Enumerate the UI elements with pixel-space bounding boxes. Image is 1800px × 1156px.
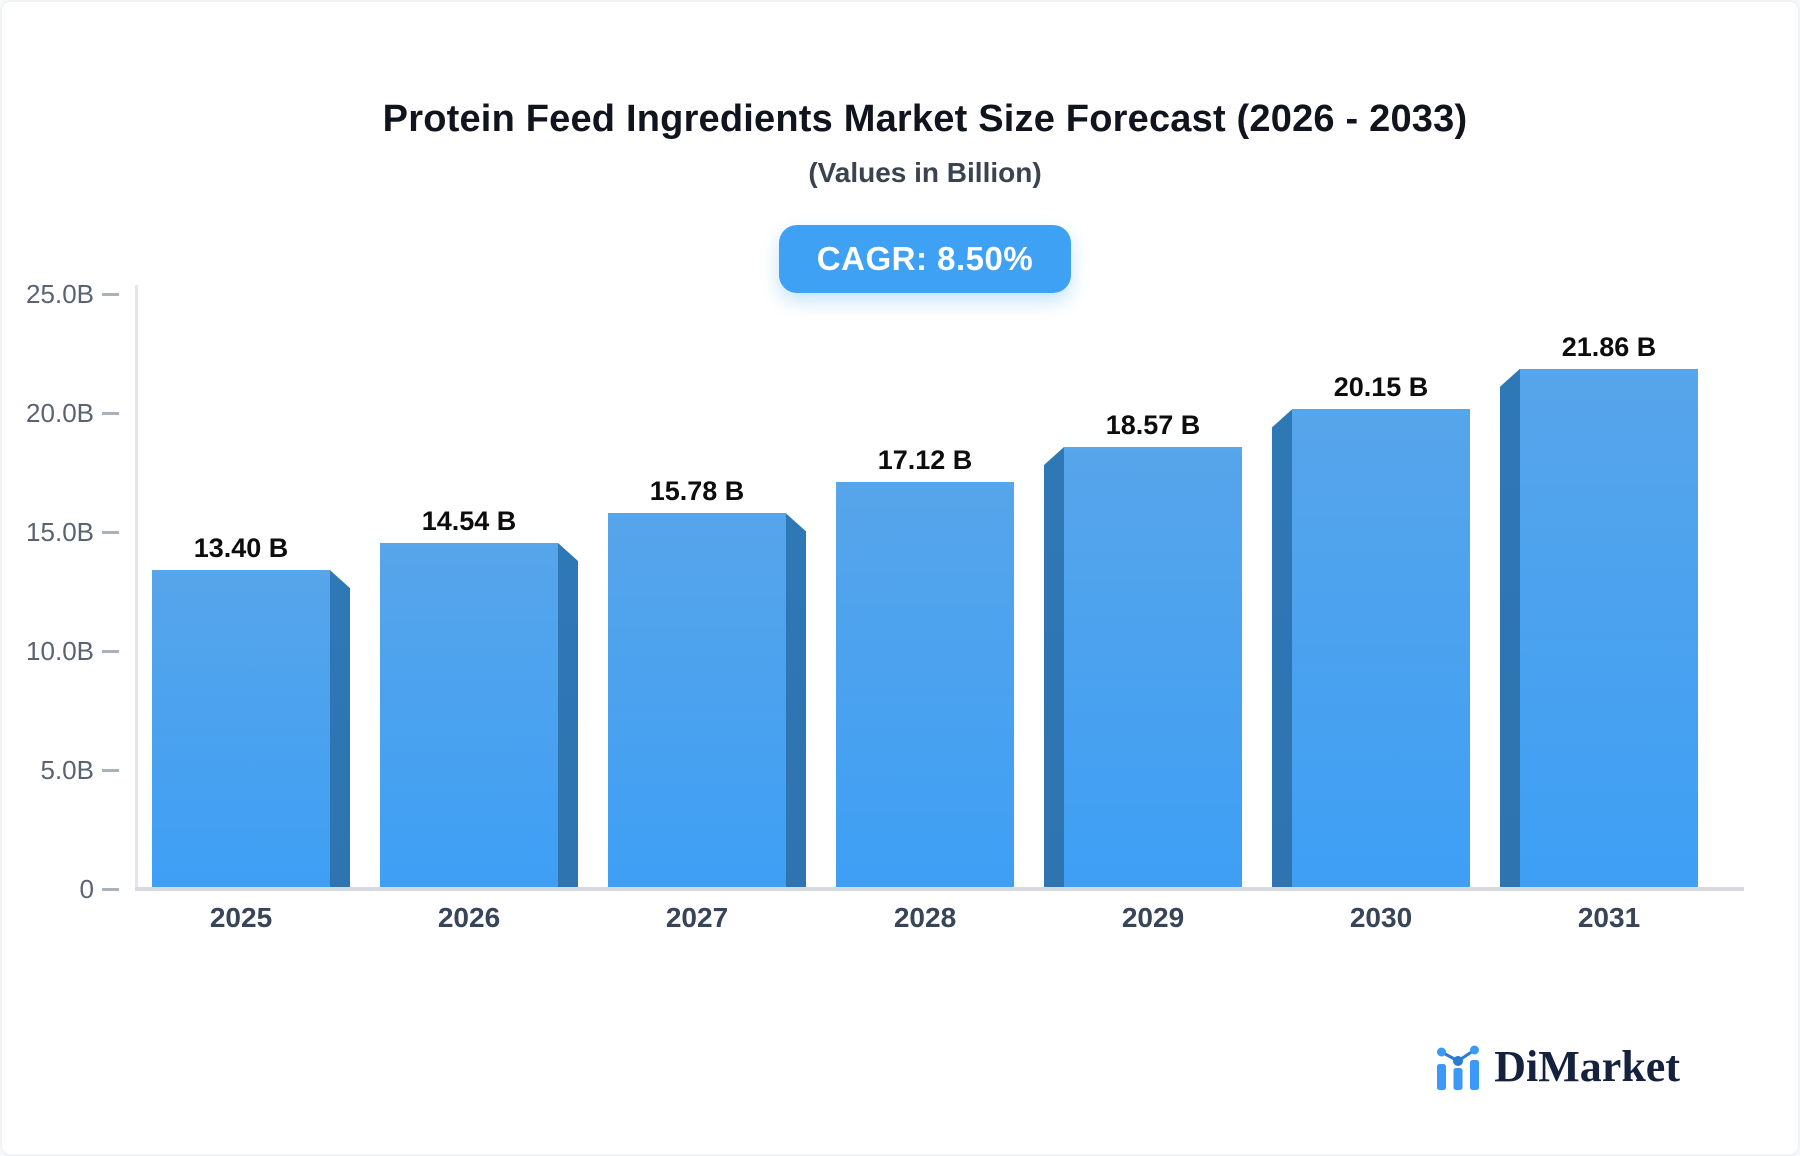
x-axis-label-2026: 2026 (437, 902, 501, 933)
y-axis-tick-mark (102, 768, 119, 772)
x-axis-label-2029: 2029 (1121, 902, 1185, 933)
bar-value-label: 18.57 B (1105, 410, 1201, 441)
bar-side-2031 (1500, 368, 1520, 887)
brand-name: DiMarket (1494, 1042, 1680, 1091)
y-axis-tick-label: 25.0B (26, 279, 94, 309)
x-axis-label-2031: 2031 (1577, 902, 1641, 933)
bar-2031 (1520, 368, 1698, 887)
x-axis-line (135, 887, 1744, 891)
y-axis-tick-label: 0 (79, 874, 94, 904)
x-axis-label-2025: 2025 (209, 902, 273, 933)
x-axis-label-2028: 2028 (893, 902, 957, 933)
y-axis-line (135, 285, 138, 891)
bar-2028 (836, 481, 1014, 887)
y-axis-tick-mark (102, 530, 119, 534)
bar-2026 (380, 542, 558, 887)
dimarket-logo-icon (1437, 1045, 1480, 1090)
y-axis-tick-label: 20.0B (26, 398, 94, 428)
y-axis-tick-label: 10.0B (26, 636, 94, 666)
chart-header: Protein Feed Ingredients Market Size For… (52, 2, 1798, 293)
y-axis-tick-mark (102, 292, 119, 296)
y-axis-tick-label: 5.0B (40, 755, 95, 785)
y-axis-tick-mark (102, 649, 119, 653)
x-axis-label-2027: 2027 (665, 902, 729, 933)
bar-value-label: 17.12 B (877, 444, 973, 475)
bar-2027 (608, 513, 786, 887)
y-axis-tick-mark (102, 887, 119, 891)
chart-title: Protein Feed Ingredients Market Size For… (382, 98, 1468, 140)
bar-value-label: 15.78 B (649, 476, 745, 507)
bar-side-2025 (330, 570, 350, 887)
bar-2029 (1064, 447, 1242, 887)
y-axis-tick-label: 15.0B (26, 517, 94, 547)
x-axis-label-2030: 2030 (1349, 902, 1413, 933)
bar-value-label: 13.40 B (193, 533, 289, 564)
bar-side-2027 (786, 513, 806, 887)
bar-side-2030 (1272, 409, 1292, 887)
bar-2025 (152, 570, 330, 887)
y-axis-tick-mark (102, 411, 119, 415)
brand-logo: DiMarket (1435, 1044, 1680, 1090)
bar-2030 (1292, 409, 1470, 887)
bar-side-2029 (1044, 447, 1064, 887)
cagr-badge: CAGR: 8.50% (778, 225, 1072, 293)
bar-value-label: 14.54 B (421, 505, 517, 536)
bar-side-2026 (558, 542, 578, 887)
bar-value-label: 21.86 B (1561, 331, 1657, 362)
bar-value-label: 20.15 B (1333, 372, 1429, 403)
chart-subtitle: (Values in Billion) (808, 157, 1042, 188)
